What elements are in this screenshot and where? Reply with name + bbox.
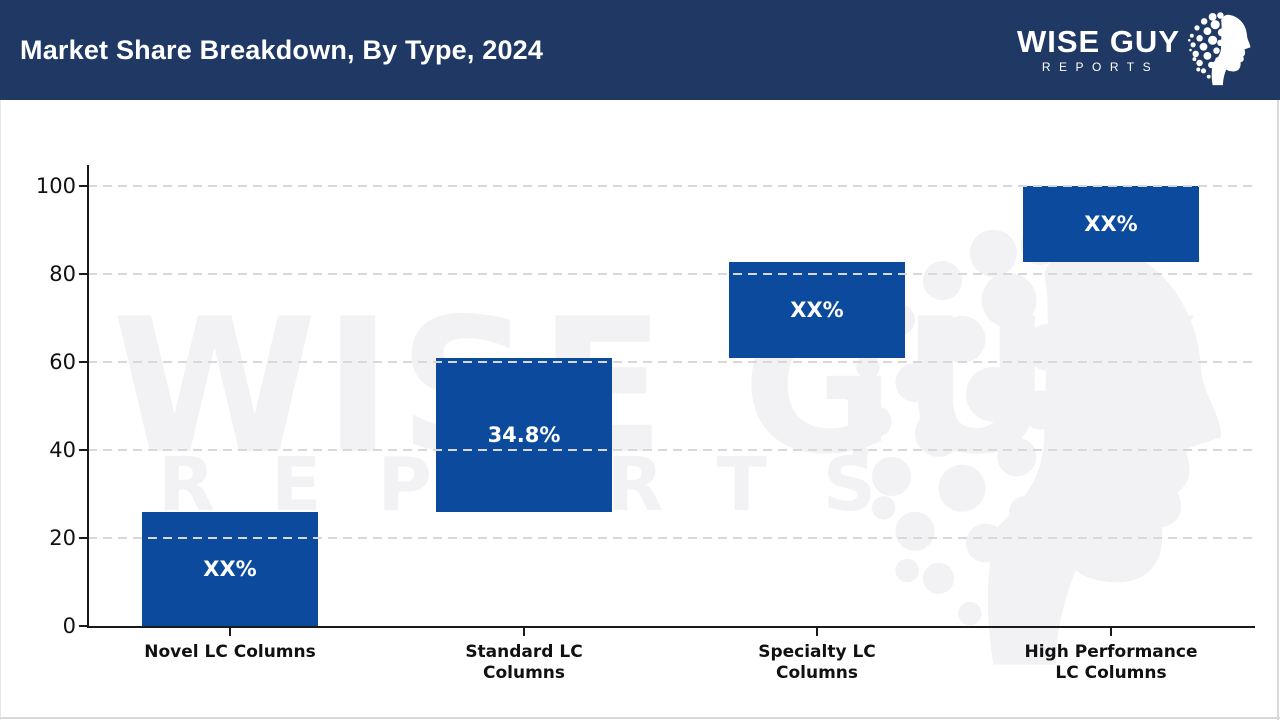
gridline-40: [88, 449, 1253, 451]
y-tick-label-100: 100: [35, 174, 76, 198]
bar-value-label: 34.8%: [487, 423, 561, 448]
x-category-label: Standard LC Columns: [465, 642, 583, 683]
dotted-head-logo-icon: [1187, 12, 1251, 86]
y-tick-label-60: 60: [49, 350, 76, 374]
y-tick-label-80: 80: [49, 262, 76, 286]
gridline-100: [88, 185, 1253, 187]
y-tick-80: [79, 273, 88, 275]
logo-wordmark: WISE GUY: [1016, 23, 1180, 59]
gridline-60: [88, 361, 1253, 363]
x-tick: [523, 628, 525, 636]
x-category-label: Specialty LC Columns: [758, 642, 876, 683]
bar-segment: XX%: [1023, 186, 1199, 262]
y-tick-label-40: 40: [49, 438, 76, 462]
x-axis-line: [87, 626, 1255, 628]
bar-segment: 34.8%: [436, 358, 612, 512]
x-tick: [816, 628, 818, 636]
bar-segment: XX%: [142, 511, 318, 626]
y-tick-0: [79, 625, 88, 627]
y-tick-label-0: 0: [62, 614, 76, 638]
page-border-right: [1277, 100, 1279, 720]
logo-text: WISE GUY REPORTS: [1016, 23, 1180, 74]
bar-segment: XX%: [729, 261, 905, 359]
page-border-bottom: [0, 717, 1280, 719]
gridline-80: [88, 273, 1253, 275]
bar-value-label: XX%: [203, 556, 257, 581]
y-tick-40: [79, 449, 88, 451]
logo-subtitle: REPORTS: [1041, 59, 1160, 74]
x-tick: [1110, 628, 1112, 636]
y-tick-label-20: 20: [49, 526, 76, 550]
y-tick-20: [79, 537, 88, 539]
header-bar: Market Share Breakdown, By Type, 2024 WI…: [0, 0, 1280, 100]
x-category-label: Novel LC Columns: [144, 642, 316, 662]
bar-value-label: XX%: [790, 298, 844, 323]
page-title: Market Share Breakdown, By Type, 2024: [20, 34, 544, 65]
bar-value-label: XX%: [1084, 211, 1138, 236]
wise-guy-logo: WISE GUY REPORTS: [1017, 6, 1280, 94]
gridline-20: [88, 537, 1253, 539]
y-axis-line: [87, 165, 89, 628]
x-category-label: High Performance LC Columns: [1024, 642, 1198, 683]
y-tick-60: [79, 361, 88, 363]
x-tick: [229, 628, 231, 636]
y-tick-100: [79, 185, 88, 187]
page-border-left: [0, 100, 1, 720]
